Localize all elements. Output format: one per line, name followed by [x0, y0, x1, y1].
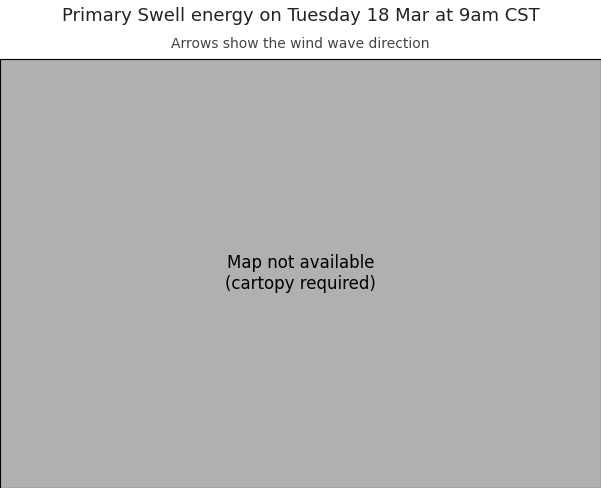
Text: Arrows show the wind wave direction: Arrows show the wind wave direction — [171, 37, 430, 51]
Text: Map not available
(cartopy required): Map not available (cartopy required) — [225, 254, 376, 293]
Text: Primary Swell energy on Tuesday 18 Mar at 9am CST: Primary Swell energy on Tuesday 18 Mar a… — [62, 7, 539, 25]
